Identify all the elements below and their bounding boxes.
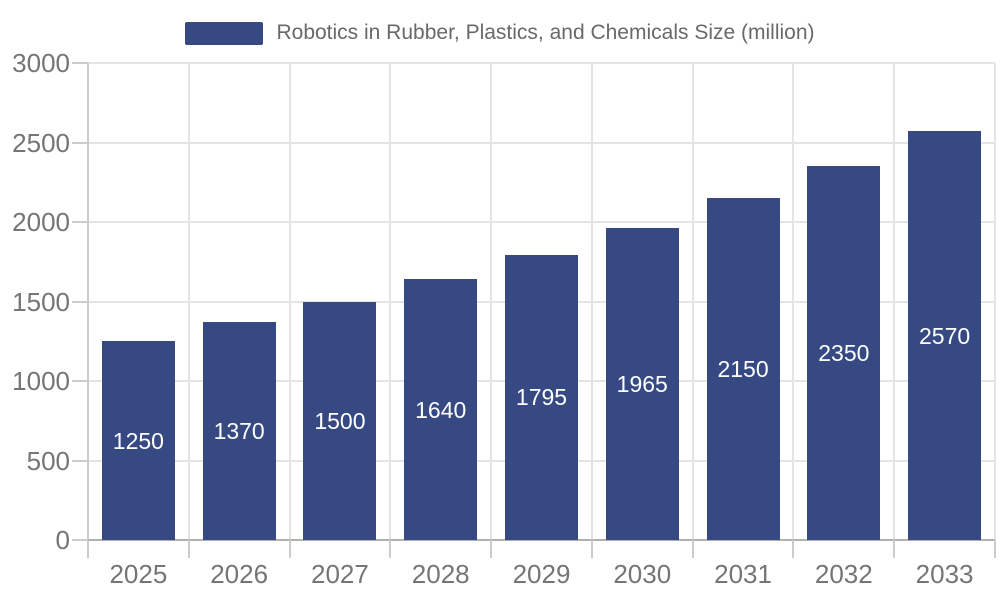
bar-value-label: 2570 bbox=[919, 322, 971, 349]
bar bbox=[202, 322, 276, 540]
y-axis-line bbox=[87, 63, 89, 540]
gridline-vertical bbox=[893, 63, 896, 540]
x-axis-label: 2030 bbox=[613, 559, 672, 589]
x-axis-tick bbox=[490, 540, 493, 558]
gridline-horizontal bbox=[88, 62, 995, 64]
x-axis-tick bbox=[389, 540, 392, 558]
gridline-vertical bbox=[288, 63, 291, 540]
x-axis-label: 2025 bbox=[109, 559, 168, 589]
gridline-vertical bbox=[994, 63, 996, 540]
gridline-vertical bbox=[792, 63, 795, 540]
legend-label: Robotics in Rubber, Plastics, and Chemic… bbox=[276, 21, 815, 44]
x-axis-label: 2031 bbox=[714, 559, 772, 589]
bar bbox=[303, 301, 377, 540]
bar-value-label: 1640 bbox=[415, 396, 467, 423]
gridline-vertical bbox=[490, 63, 493, 540]
bar-value-label: 1795 bbox=[515, 384, 568, 411]
y-axis-tick bbox=[72, 62, 88, 64]
bar-value-label: 1965 bbox=[616, 370, 668, 397]
y-axis-tick bbox=[72, 141, 88, 144]
y-axis-label: 1500 bbox=[12, 286, 70, 317]
bar-value-label: 2350 bbox=[818, 340, 870, 367]
x-axis-label: 2032 bbox=[814, 559, 873, 589]
y-axis-tick bbox=[72, 300, 88, 303]
bar bbox=[101, 341, 175, 540]
bar-value-label: 1250 bbox=[112, 427, 164, 454]
bar bbox=[908, 131, 982, 540]
x-axis-label: 2029 bbox=[512, 559, 571, 589]
bar-value-label: 1370 bbox=[213, 418, 265, 445]
x-axis-label: 2028 bbox=[411, 559, 470, 589]
bar bbox=[505, 254, 578, 540]
bar-value-label: 1500 bbox=[314, 407, 366, 434]
x-axis-tick bbox=[590, 540, 593, 558]
y-axis-tick bbox=[72, 221, 88, 223]
y-axis-label: 2500 bbox=[12, 127, 70, 158]
y-axis-tick bbox=[72, 459, 88, 462]
legend-swatch bbox=[185, 21, 264, 45]
bar bbox=[605, 227, 679, 540]
y-axis-tick bbox=[72, 380, 88, 382]
y-axis-label: 1000 bbox=[12, 366, 70, 396]
x-axis-tick bbox=[87, 540, 89, 558]
y-axis-label: 3000 bbox=[12, 48, 70, 78]
x-axis-tick bbox=[691, 540, 694, 558]
x-axis-label: 2027 bbox=[311, 559, 369, 589]
legend[interactable]: Robotics in Rubber, Plastics, and Chemic… bbox=[0, 18, 1000, 48]
x-axis-tick bbox=[994, 540, 996, 558]
gridline-horizontal bbox=[88, 141, 995, 144]
x-axis-label: 2026 bbox=[210, 559, 269, 589]
x-axis-tick bbox=[187, 540, 190, 558]
y-axis-tick bbox=[72, 539, 88, 541]
x-axis-label: 2033 bbox=[915, 559, 974, 589]
bar bbox=[404, 279, 478, 540]
y-axis-label: 500 bbox=[26, 445, 70, 476]
x-axis-tick bbox=[792, 540, 795, 558]
x-axis-tick bbox=[893, 540, 896, 558]
y-axis-label: 0 bbox=[55, 525, 70, 555]
bar bbox=[706, 198, 780, 540]
gridline-vertical bbox=[691, 63, 694, 540]
y-axis-label: 2000 bbox=[12, 207, 70, 237]
gridline-vertical bbox=[187, 63, 190, 540]
gridline-vertical bbox=[389, 63, 392, 540]
bar bbox=[807, 166, 881, 540]
x-axis-tick bbox=[288, 540, 291, 558]
gridline-vertical bbox=[590, 63, 593, 540]
bar-value-label: 2150 bbox=[717, 356, 769, 383]
